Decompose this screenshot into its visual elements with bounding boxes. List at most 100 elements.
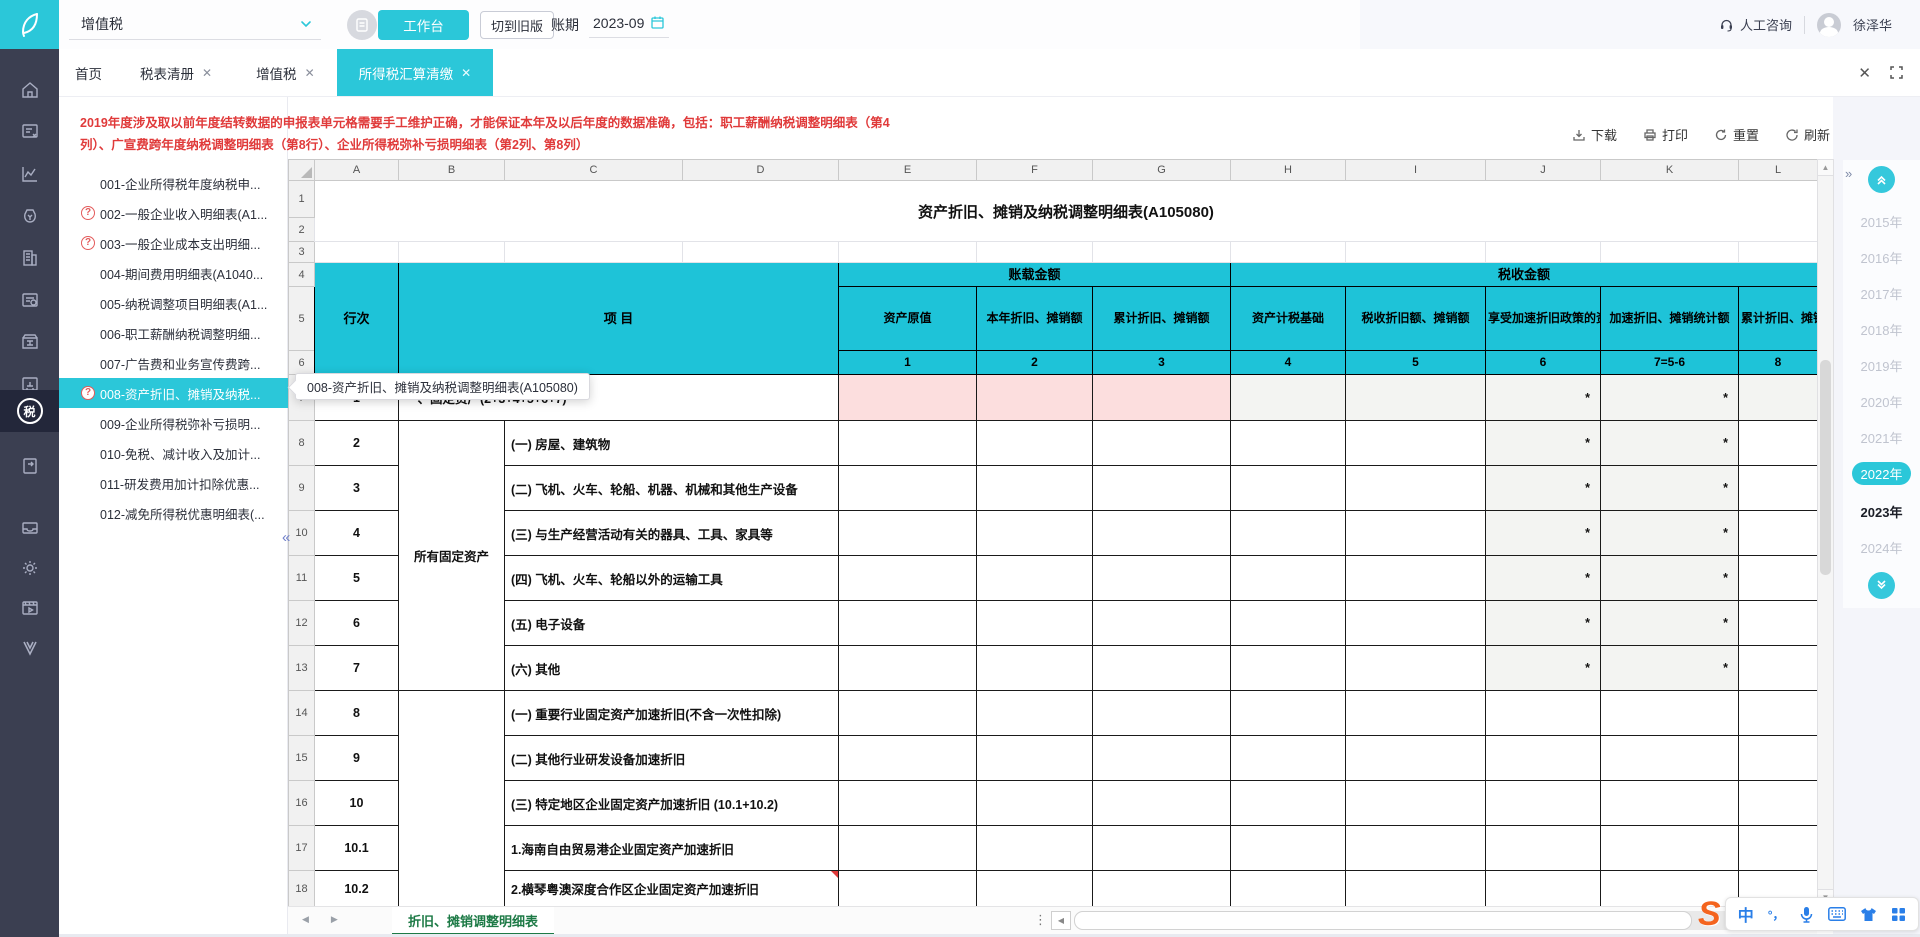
input-cell[interactable] [1738,600,1817,646]
input-cell[interactable] [1600,690,1739,736]
years-scroll-down-icon[interactable] [1868,572,1895,599]
ime-punctuation-toggle[interactable]: °， [1767,907,1785,922]
star-cell[interactable]: * [1600,420,1739,466]
tax-icon[interactable]: 税 [0,390,59,432]
period-picker[interactable]: 2023-09 [589,13,670,38]
col-letter[interactable]: B [398,159,505,181]
calc-cell[interactable] [1230,374,1346,421]
tab-close-icon[interactable]: ✕ [461,65,472,80]
input-cell[interactable] [838,600,977,646]
row-number[interactable]: 1 [288,180,315,218]
voucher-icon[interactable] [0,280,59,320]
input-cell[interactable] [838,374,977,421]
input-cell[interactable] [1738,555,1817,601]
form-item-001[interactable]: 001-企业所得税年度纳税申... [59,168,288,198]
input-cell[interactable] [976,645,1093,691]
expand-panel-icon[interactable]: » [1845,166,1853,181]
col-letter[interactable]: J [1485,159,1601,181]
switch-old-version-button[interactable]: 切到旧版 [480,11,555,39]
star-cell[interactable]: * [1600,555,1739,601]
star-cell[interactable]: * [1485,465,1601,511]
human-support-link[interactable]: 人工咨询 [1719,15,1792,34]
soft-keyboard-icon[interactable] [1827,907,1846,921]
input-cell[interactable] [976,465,1093,511]
row-number[interactable]: 2 [288,217,315,242]
year-2021[interactable]: 2021年 [1860,431,1903,446]
form-item-009[interactable]: 009-企业所得税弥补亏损明... [59,408,288,438]
tab-income-tax-settlement[interactable]: 所得税汇算清缴 ✕ [336,49,494,96]
workbench-button[interactable]: 工作台 [378,10,469,40]
transfer-icon[interactable] [0,446,59,486]
archive-icon[interactable] [0,508,59,548]
avatar[interactable] [1816,12,1841,37]
input-cell[interactable] [1230,735,1346,781]
star-cell[interactable]: * [1600,374,1739,421]
input-cell[interactable] [1230,645,1346,691]
star-cell[interactable]: * [1600,645,1739,691]
row-number[interactable]: 8 [288,420,315,466]
input-cell[interactable] [1230,870,1346,906]
input-cell[interactable] [838,780,977,826]
form-item-003[interactable]: ? 003-一般企业成本支出明细... [59,228,288,258]
col-letter[interactable]: E [838,159,977,181]
input-cell[interactable] [1092,645,1231,691]
input-cell[interactable] [1345,870,1486,906]
form-item-006[interactable]: 006-职工薪酬纳税调整明细... [59,318,288,348]
row-number[interactable]: 10 [288,510,315,556]
input-cell[interactable] [976,690,1093,736]
input-cell[interactable] [976,825,1093,871]
sogou-logo-icon[interactable]: S [1698,894,1721,933]
input-cell[interactable] [838,690,977,736]
form-item-008-selected[interactable]: ? 008-资产折旧、摊销及纳税... [59,378,288,408]
input-cell[interactable] [1485,780,1601,826]
username[interactable]: 徐泽华 [1852,18,1892,33]
tab-close-icon[interactable]: ✕ [304,65,315,80]
input-cell[interactable] [1738,645,1817,691]
input-cell[interactable] [1600,825,1739,871]
calc-cell[interactable] [1738,374,1817,421]
sheet-tab-active[interactable]: 折旧、摊销调整明细表 [392,907,555,935]
input-cell[interactable] [1092,465,1231,511]
input-cell[interactable] [1345,510,1486,556]
star-cell[interactable]: * [1485,510,1601,556]
input-cell[interactable] [1092,374,1231,421]
col-letter[interactable]: F [976,159,1093,181]
tab-home[interactable]: 首页 [59,49,118,96]
input-cell[interactable] [838,735,977,781]
col-letter[interactable]: K [1600,159,1739,181]
row-number[interactable]: 11 [288,555,315,601]
form-item-002[interactable]: ? 002-一般企业收入明细表(A1... [59,198,288,228]
row-number[interactable]: 6 [288,350,315,375]
input-cell[interactable] [1092,870,1231,906]
year-2022-selected[interactable]: 2022年 [1843,462,1920,486]
input-cell[interactable] [1092,735,1231,781]
tab-tax-register[interactable]: 税表清册 ✕ [118,49,234,96]
spreadsheet[interactable]: A B C D E F G H I J K L 1 资产折旧、摊销及纳税调整明细… [288,159,1817,906]
input-cell[interactable] [1230,555,1346,601]
input-cell[interactable] [1738,420,1817,466]
row-number[interactable]: 3 [288,241,315,263]
input-cell[interactable] [1345,645,1486,691]
row-number[interactable]: 14 [288,690,315,736]
input-cell[interactable] [1345,825,1486,871]
input-cell[interactable] [1092,780,1231,826]
row-number[interactable]: 5 [288,286,315,351]
print-button[interactable]: 打印 [1643,125,1688,144]
input-cell[interactable] [1092,600,1231,646]
year-2016[interactable]: 2016年 [1860,251,1903,266]
star-cell[interactable]: * [1485,374,1601,421]
reset-button[interactable]: 重置 [1714,125,1759,144]
input-cell[interactable] [976,780,1093,826]
input-cell[interactable] [838,465,977,511]
input-cell[interactable] [1345,735,1486,781]
ime-menu-grid-icon[interactable] [1891,907,1906,922]
input-cell[interactable] [1230,600,1346,646]
input-cell[interactable] [838,870,977,906]
notes-badge-icon[interactable] [347,10,377,40]
vertical-scrollbar-thumb[interactable] [1820,360,1831,575]
input-cell[interactable] [838,825,977,871]
collapse-panel-icon[interactable]: « [282,529,291,546]
input-cell[interactable] [1600,735,1739,781]
year-2015[interactable]: 2015年 [1860,215,1903,230]
col-letter[interactable]: I [1345,159,1486,181]
